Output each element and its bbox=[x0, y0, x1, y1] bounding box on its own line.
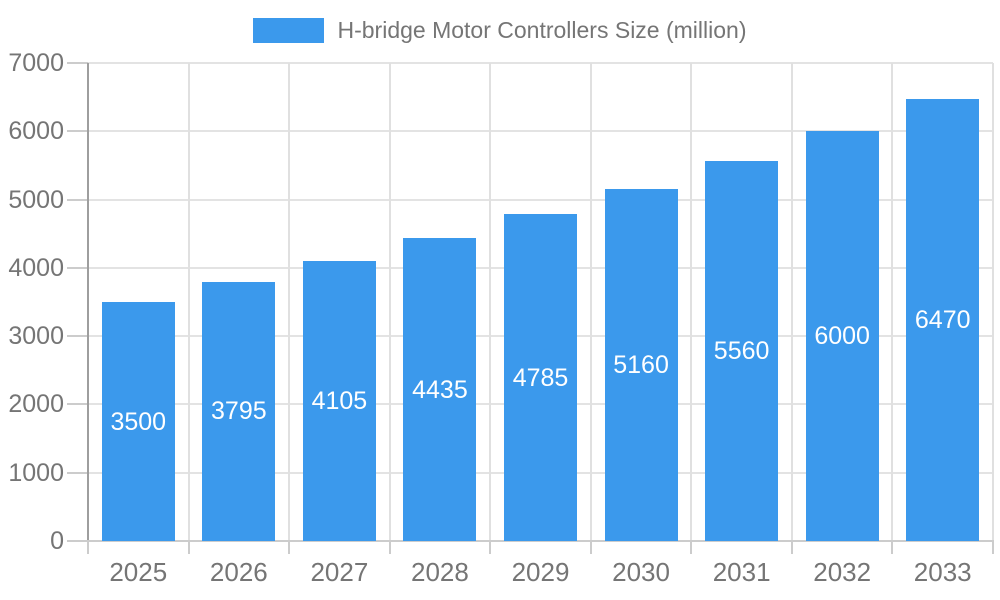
y-axis-label: 6000 bbox=[8, 117, 64, 146]
y-axis-label: 5000 bbox=[8, 185, 64, 214]
y-axis-line bbox=[87, 63, 89, 541]
y-axis-tick bbox=[67, 62, 88, 64]
x-gridline bbox=[288, 63, 291, 541]
bar-value-label: 5160 bbox=[613, 350, 669, 379]
x-gridline bbox=[992, 63, 994, 541]
bar-value-label: 4105 bbox=[311, 386, 368, 415]
bar[interactable]: 3795 bbox=[202, 281, 276, 541]
bar[interactable]: 5160 bbox=[604, 188, 678, 541]
x-axis-tick bbox=[187, 541, 190, 554]
y-axis-label: 1000 bbox=[8, 458, 64, 487]
x-axis-tick bbox=[388, 541, 391, 554]
y-axis-tick bbox=[67, 471, 88, 474]
legend-item[interactable]: H-bridge Motor Controllers Size (million… bbox=[0, 17, 1000, 44]
bar-value-label: 6470 bbox=[914, 306, 971, 335]
x-axis-tick bbox=[288, 541, 291, 554]
x-axis-tick bbox=[992, 541, 994, 554]
y-gridline bbox=[88, 198, 993, 201]
y-axis-tick bbox=[67, 266, 88, 269]
bar-value-label: 5560 bbox=[713, 337, 770, 366]
x-axis-tick bbox=[489, 541, 492, 554]
bar[interactable]: 6000 bbox=[805, 131, 879, 541]
bar[interactable]: 4435 bbox=[403, 238, 477, 541]
x-axis-label: 2026 bbox=[209, 557, 268, 587]
bar[interactable]: 5560 bbox=[705, 161, 779, 541]
bar[interactable]: 4785 bbox=[504, 214, 577, 541]
x-axis-tick bbox=[589, 541, 592, 554]
x-axis-line bbox=[87, 540, 994, 542]
y-axis-tick bbox=[67, 403, 88, 406]
y-axis-label: 2000 bbox=[8, 390, 64, 419]
x-gridline bbox=[388, 63, 391, 541]
x-gridline bbox=[589, 63, 592, 541]
y-axis-tick bbox=[67, 198, 88, 201]
x-gridline bbox=[489, 63, 492, 541]
x-axis-label: 2030 bbox=[612, 557, 670, 587]
y-axis-label: 4000 bbox=[8, 253, 64, 282]
y-axis-tick bbox=[67, 540, 88, 542]
x-gridline bbox=[187, 63, 190, 541]
bar-value-label: 3795 bbox=[211, 397, 267, 426]
legend-label: H-bridge Motor Controllers Size (million… bbox=[337, 17, 747, 43]
x-axis-tick bbox=[891, 541, 894, 554]
y-axis-label: 0 bbox=[50, 527, 64, 555]
bar-value-label: 4785 bbox=[512, 363, 569, 392]
bar[interactable]: 6470 bbox=[906, 99, 980, 541]
x-axis-label: 2031 bbox=[712, 557, 771, 587]
y-gridline bbox=[88, 62, 993, 64]
x-axis-tick bbox=[87, 541, 89, 554]
y-axis-label: 3000 bbox=[8, 322, 64, 351]
x-axis-label: 2029 bbox=[511, 557, 570, 587]
legend-swatch bbox=[253, 18, 325, 43]
y-axis-tick bbox=[67, 130, 88, 133]
y-gridline bbox=[88, 130, 993, 133]
x-axis-label: 2033 bbox=[913, 557, 972, 587]
x-axis-label: 2027 bbox=[310, 557, 369, 587]
bar[interactable]: 4105 bbox=[302, 260, 376, 541]
y-axis-tick bbox=[67, 335, 88, 338]
bar-value-label: 6000 bbox=[814, 322, 870, 351]
x-gridline bbox=[690, 63, 693, 541]
x-axis-label: 2025 bbox=[109, 557, 168, 587]
x-axis-label: 2032 bbox=[813, 557, 872, 587]
bar[interactable]: 3500 bbox=[101, 302, 175, 541]
x-axis-tick bbox=[790, 541, 793, 554]
x-gridline bbox=[891, 63, 894, 541]
bar-value-label: 4435 bbox=[412, 375, 468, 404]
x-gridline bbox=[790, 63, 793, 541]
x-axis-tick bbox=[690, 541, 693, 554]
x-axis-label: 2028 bbox=[411, 557, 469, 587]
bar-value-label: 3500 bbox=[110, 407, 167, 436]
y-axis-label: 7000 bbox=[8, 49, 64, 77]
